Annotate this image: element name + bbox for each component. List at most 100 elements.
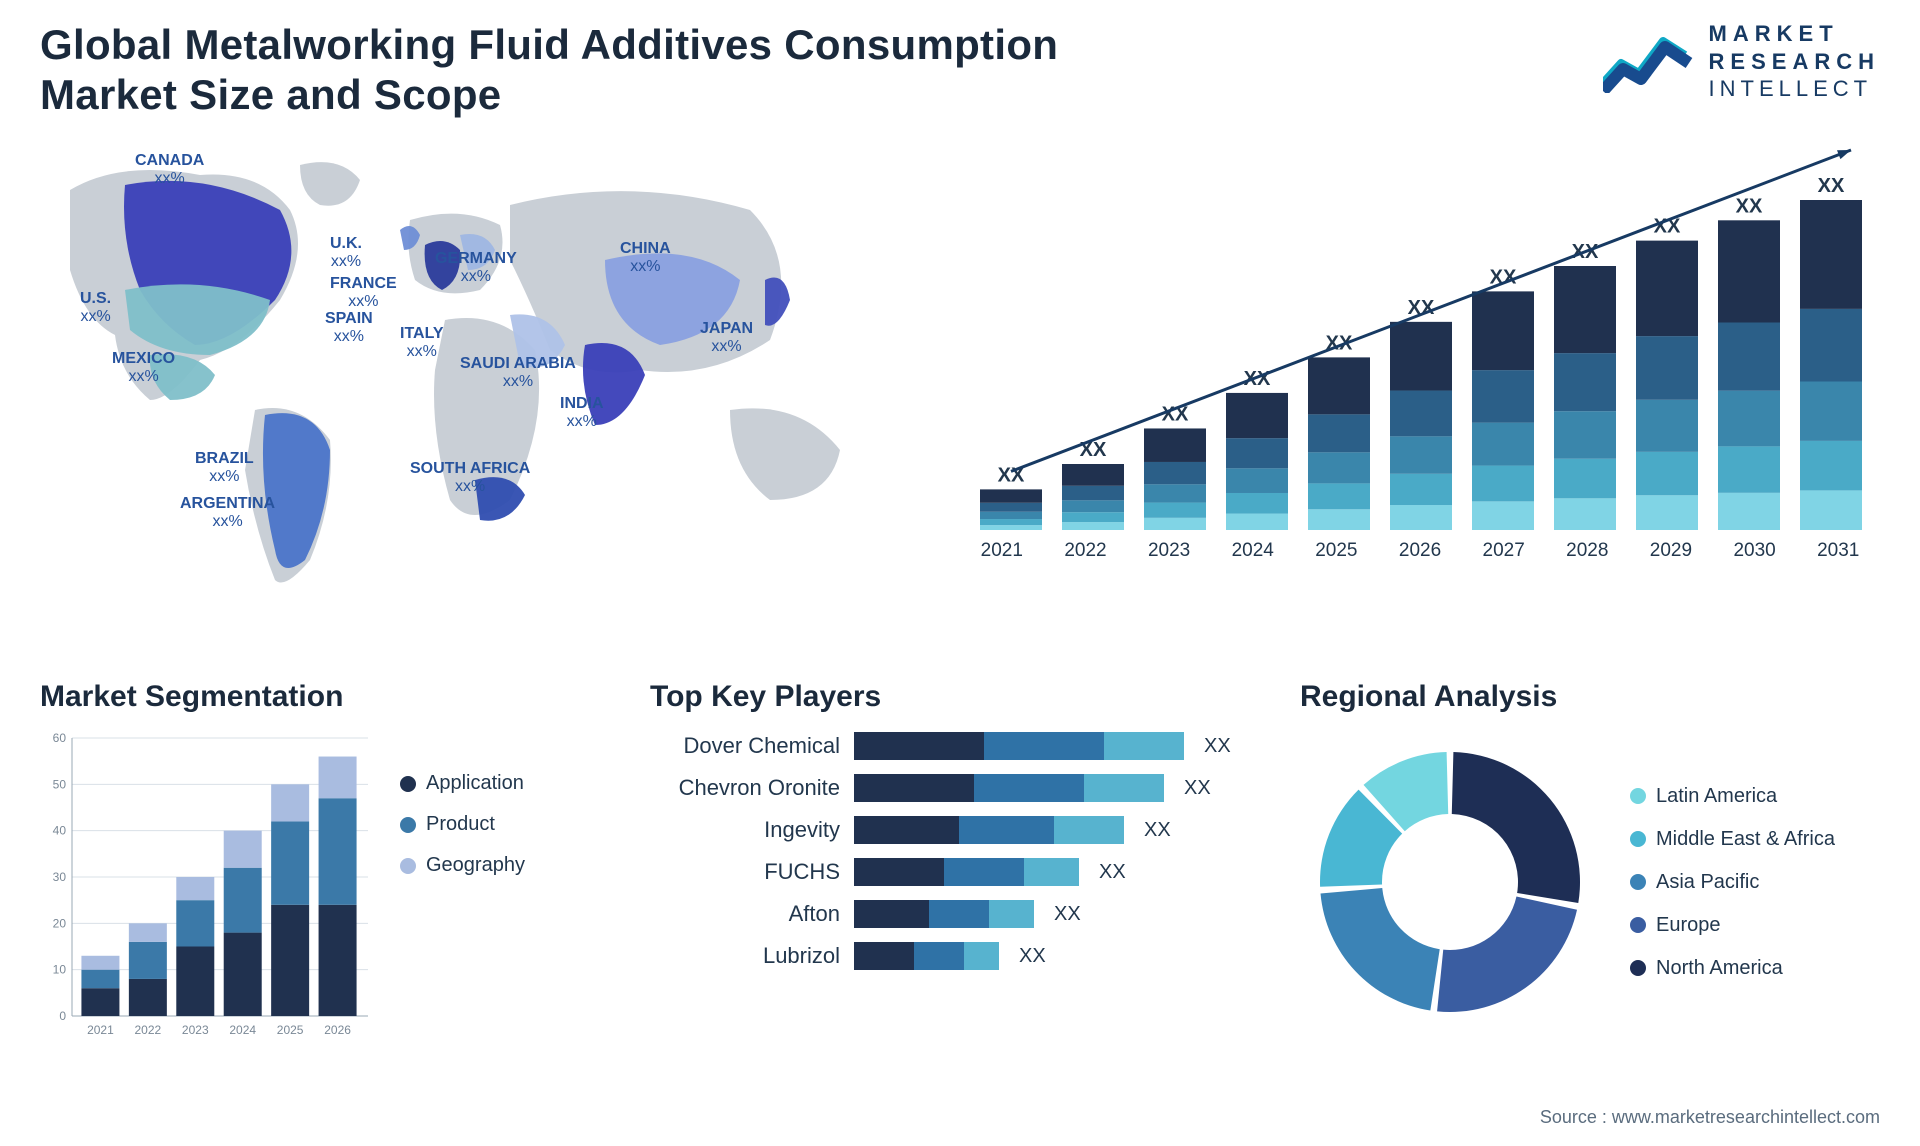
svg-text:XX: XX bbox=[1818, 175, 1845, 197]
svg-text:XX: XX bbox=[1736, 195, 1763, 217]
regional-legend-europe: Europe bbox=[1630, 914, 1835, 937]
market-size-barchart: XXXXXXXXXXXXXXXXXXXXXX 20212022202320242… bbox=[960, 140, 1880, 570]
svg-text:10: 10 bbox=[53, 963, 67, 977]
regional-legend: Latin America Middle East & Africa Asia Pa… bbox=[1630, 785, 1835, 980]
player-value: XX bbox=[1198, 735, 1231, 758]
segmentation-barchart: 0 10 20 30 40 50 60 2021 2022 2023 2024 2025 2026 bbox=[40, 732, 370, 1042]
svg-text:30: 30 bbox=[53, 870, 67, 884]
map-label-japan: JAPANxx% bbox=[700, 320, 753, 355]
bigbar-year-2021: 2021 bbox=[960, 540, 1044, 570]
svg-text:2024: 2024 bbox=[229, 1023, 256, 1037]
map-label-india: INDIAxx% bbox=[560, 395, 604, 430]
player-row-lubrizol: Lubrizol XX bbox=[650, 942, 1260, 970]
svg-text:40: 40 bbox=[53, 824, 67, 838]
map-label-argentina: ARGENTINAxx% bbox=[180, 495, 275, 530]
bigbar-year-2022: 2022 bbox=[1044, 540, 1128, 570]
bigbar-year-2025: 2025 bbox=[1295, 540, 1379, 570]
player-row-ingevity: Ingevity XX bbox=[650, 816, 1260, 844]
svg-text:20: 20 bbox=[53, 916, 67, 930]
bigbar-year-2030: 2030 bbox=[1713, 540, 1797, 570]
segmentation-title: Market Segmentation bbox=[40, 680, 610, 714]
players-rows: Dover ChemicalXXChevron OroniteXXIngevit… bbox=[650, 732, 1260, 970]
svg-text:XX: XX bbox=[1244, 368, 1271, 390]
svg-text:50: 50 bbox=[53, 777, 67, 791]
source-attribution: Source : www.marketresearchintellect.com bbox=[1540, 1107, 1880, 1128]
player-name: Dover Chemical bbox=[650, 733, 840, 759]
player-bar bbox=[854, 732, 1184, 760]
player-value: XX bbox=[1138, 819, 1171, 842]
player-name: Chevron Oronite bbox=[650, 775, 840, 801]
map-label-brazil: BRAZILxx% bbox=[195, 450, 254, 485]
player-row-chevron-oronite: Chevron Oronite XX bbox=[650, 774, 1260, 802]
market-size-barchart-svg: XXXXXXXXXXXXXXXXXXXXXX bbox=[960, 140, 1880, 540]
header: Global Metalworking Fluid Additives Cons… bbox=[40, 20, 1880, 121]
map-label-u-s-: U.S.xx% bbox=[80, 290, 111, 325]
bigbar-year-2026: 2026 bbox=[1378, 540, 1462, 570]
player-name: FUCHS bbox=[650, 859, 840, 885]
map-label-spain: SPAINxx% bbox=[325, 310, 373, 345]
regional-legend-asia-pacific: Asia Pacific bbox=[1630, 871, 1835, 894]
brand-text-2: RESEARCH bbox=[1709, 48, 1880, 76]
svg-text:2026: 2026 bbox=[324, 1023, 351, 1037]
map-label-mexico: MEXICOxx% bbox=[112, 350, 175, 385]
top-key-players-panel: Top Key Players Dover ChemicalXXChevron … bbox=[650, 680, 1260, 1100]
brand-bars-icon-svg bbox=[1603, 41, 1689, 91]
svg-text:60: 60 bbox=[53, 732, 67, 745]
players-title: Top Key Players bbox=[650, 680, 1260, 714]
player-value: XX bbox=[1048, 903, 1081, 926]
world-map: CANADAxx% U.S.xx%MEXICOxx% BRAZILxx% ARGENT… bbox=[30, 150, 910, 600]
bigbar-year-2023: 2023 bbox=[1127, 540, 1211, 570]
map-label-germany: GERMANYxx% bbox=[435, 250, 517, 285]
map-label-canada: CANADAxx% bbox=[135, 152, 204, 187]
brand-text-1: MARKET bbox=[1709, 20, 1880, 48]
player-bar bbox=[854, 816, 1124, 844]
map-label-u-k-: U.K.xx% bbox=[330, 235, 362, 270]
map-label-china: CHINAxx% bbox=[620, 240, 671, 275]
regional-legend-latin-america: Latin America bbox=[1630, 785, 1835, 808]
svg-text:XX: XX bbox=[1162, 403, 1189, 425]
player-row-dover-chemical: Dover Chemical XX bbox=[650, 732, 1260, 760]
bigbar-year-2031: 2031 bbox=[1796, 540, 1880, 570]
player-bar bbox=[854, 942, 999, 970]
map-label-france: FRANCExx% bbox=[330, 275, 397, 310]
bigbar-year-2027: 2027 bbox=[1462, 540, 1546, 570]
player-value: XX bbox=[1093, 861, 1126, 884]
player-value: XX bbox=[1013, 945, 1046, 968]
bigbar-year-2028: 2028 bbox=[1545, 540, 1629, 570]
player-name: Ingevity bbox=[650, 817, 840, 843]
regional-analysis-panel: Regional Analysis Latin America Middle Ea… bbox=[1300, 680, 1900, 1100]
player-bar bbox=[854, 900, 1034, 928]
svg-text:2023: 2023 bbox=[182, 1023, 209, 1037]
player-row-fuchs: FUCHS XX bbox=[650, 858, 1260, 886]
segmentation-legend: Application Product Geography bbox=[400, 732, 525, 1042]
regional-legend-north-america: North America bbox=[1630, 957, 1835, 980]
player-name: Afton bbox=[650, 901, 840, 927]
map-label-south-africa: SOUTH AFRICAxx% bbox=[410, 460, 530, 495]
seg-legend-application: Application bbox=[400, 772, 525, 795]
page-title: Global Metalworking Fluid Additives Cons… bbox=[40, 20, 1120, 121]
seg-legend-geography: Geography bbox=[400, 854, 525, 877]
map-label-italy: ITALYxx% bbox=[400, 325, 444, 360]
seg-legend-product: Product bbox=[400, 813, 525, 836]
svg-text:2025: 2025 bbox=[277, 1023, 304, 1037]
player-value: XX bbox=[1178, 777, 1211, 800]
regional-donut bbox=[1300, 732, 1600, 1032]
brand-bars-icon bbox=[1603, 29, 1693, 93]
svg-text:0: 0 bbox=[59, 1009, 66, 1023]
svg-text:2021: 2021 bbox=[87, 1023, 114, 1037]
svg-text:2022: 2022 bbox=[135, 1023, 162, 1037]
player-bar bbox=[854, 858, 1079, 886]
brand-text-3: INTELLECT bbox=[1709, 75, 1880, 103]
brand-logo: MARKET RESEARCH INTELLECT bbox=[1603, 20, 1880, 103]
market-size-x-axis: 2021202220232024202520262027202820292030… bbox=[960, 540, 1880, 570]
brand-text: MARKET RESEARCH INTELLECT bbox=[1709, 20, 1880, 103]
bigbar-year-2024: 2024 bbox=[1211, 540, 1295, 570]
bigbar-year-2029: 2029 bbox=[1629, 540, 1713, 570]
map-label-saudi-arabia: SAUDI ARABIAxx% bbox=[460, 355, 576, 390]
player-row-afton: Afton XX bbox=[650, 900, 1260, 928]
player-bar bbox=[854, 774, 1164, 802]
player-name: Lubrizol bbox=[650, 943, 840, 969]
regional-legend-middle-east-africa: Middle East & Africa bbox=[1630, 828, 1835, 851]
market-segmentation-panel: Market Segmentation 0 10 20 30 40 50 60 2021 202… bbox=[40, 680, 610, 1100]
regional-title: Regional Analysis bbox=[1300, 680, 1900, 714]
